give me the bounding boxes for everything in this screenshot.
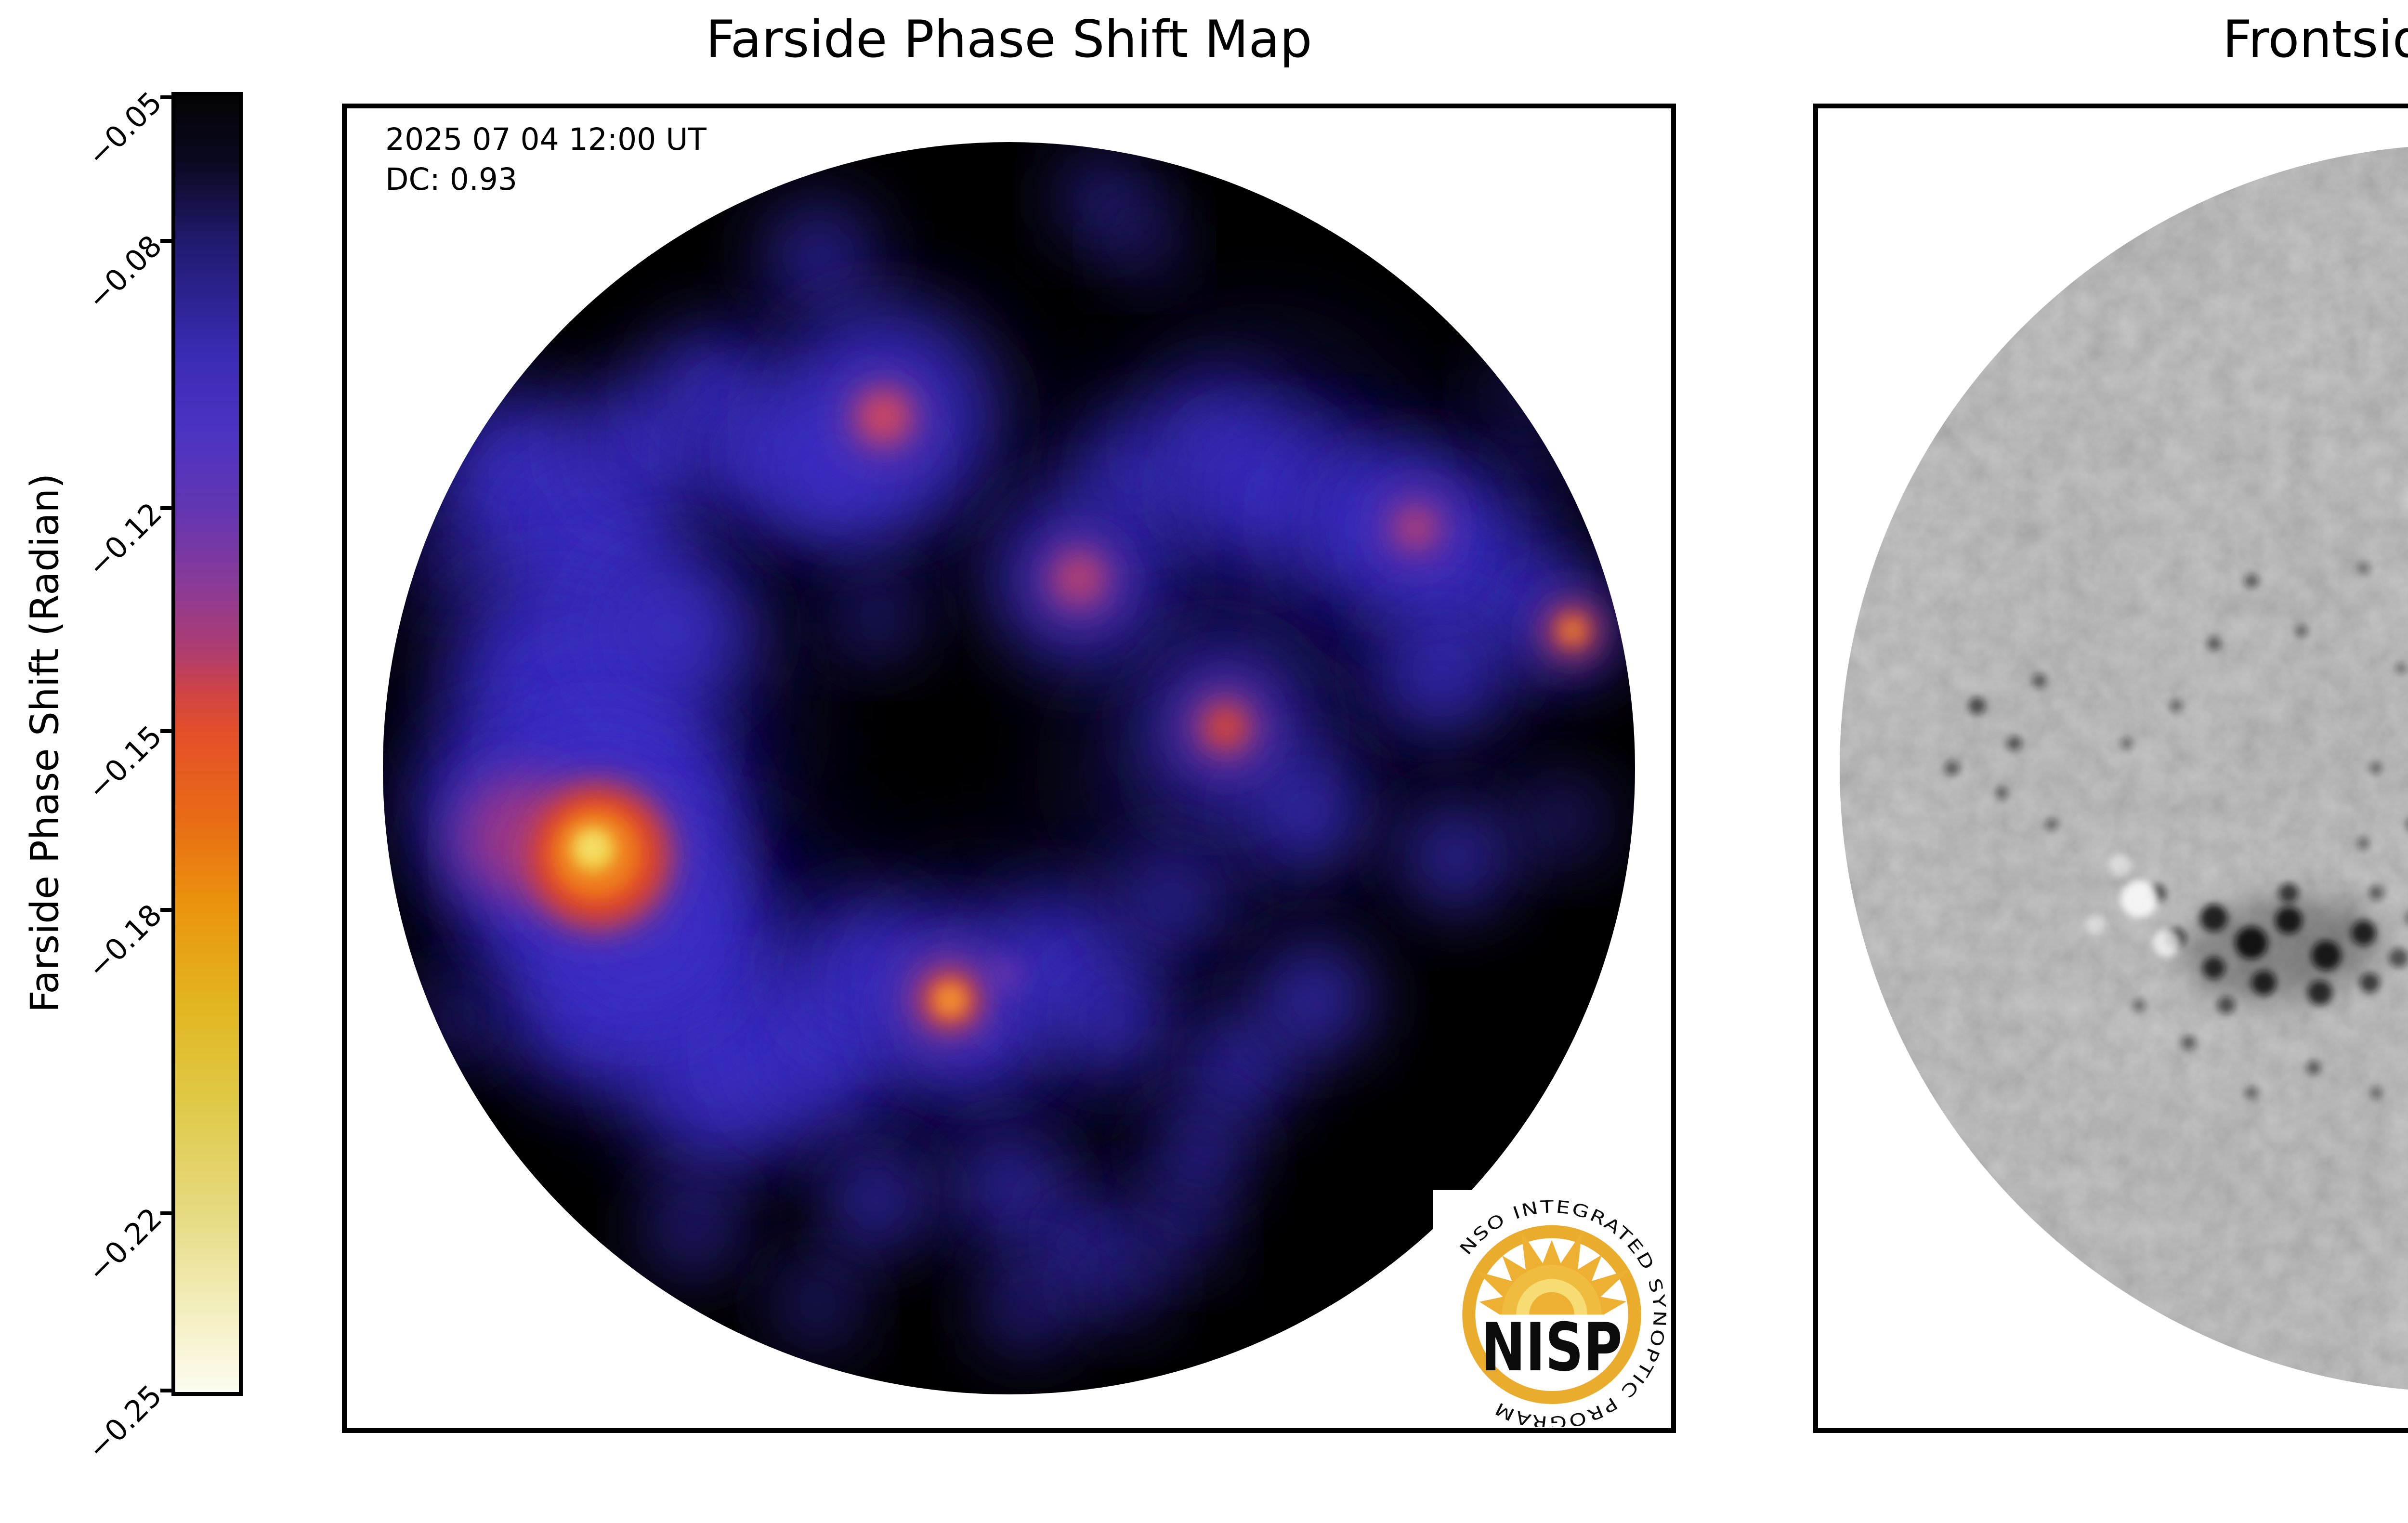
colorbar-tick-label: −0.25 [1, 1379, 169, 1523]
map-blob [1112, 210, 1177, 275]
magnetogram-negative-spot [1968, 697, 1986, 714]
map-blob [1114, 847, 1227, 960]
magnetogram-negative-spot [2311, 940, 2341, 970]
magnetogram-positive-spot [2357, 999, 2370, 1011]
magnetogram-negative-spot [2170, 700, 2183, 712]
figure: Farside Phase Shift (Radian) −0.05 −0.08−… [0, 0, 2408, 1523]
magnetogram-negative-spot [2279, 883, 2299, 903]
magnetogram-negative-spot [2307, 980, 2332, 1005]
colorbar-tick [160, 239, 173, 243]
map-blob [993, 960, 1020, 987]
farside-annotation: 2025 07 04 12:00 UT DC: 0.93 [385, 119, 707, 199]
map-blob [934, 984, 967, 1016]
magnetogram-negative-spot [2218, 997, 2235, 1014]
map-blob [984, 1260, 1072, 1348]
nisp-logo-graphic: NISPNSO INTEGRATED SYNOPTIC PROGRAM [1433, 1190, 1670, 1427]
magnetogram-positive-spot [2153, 929, 2180, 957]
map-blob [1564, 622, 1581, 639]
map-blob [1522, 779, 1602, 859]
colorbar-tick [160, 729, 173, 733]
map-blob [1399, 510, 1434, 545]
magnetogram-negative-spot [2389, 948, 2408, 968]
colorbar-tick [160, 95, 173, 99]
map-blob [825, 1150, 925, 1250]
magnetogram-negative-spot [2395, 662, 2408, 675]
map-blob [1155, 1108, 1243, 1195]
colorbar-tick [160, 1389, 173, 1392]
magnetogram-positive-spot [2206, 861, 2221, 876]
timestamp: 2025 07 04 12:00 UT [385, 119, 707, 159]
magnetogram-negative-spot [1945, 761, 1960, 775]
map-blob [1057, 555, 1102, 601]
map-blob [581, 836, 603, 858]
map-blob [1487, 359, 1562, 434]
map-blob [1382, 610, 1503, 731]
colorbar-axis-label: Farside Phase Shift (Radian) [9, 94, 81, 1392]
magnetogram-negative-spot [2007, 736, 2022, 751]
magnetogram-negative-spot [1996, 787, 2008, 800]
nisp-logo-left: NISP NSO INTEGRATED SYNOPTIC PROGRAM [1433, 1190, 1670, 1427]
map-blob [1086, 1248, 1161, 1323]
magnetogram-negative-spot [2120, 737, 2133, 749]
magnetogram-negative-spot [2370, 762, 2382, 775]
magnetogram-negative-spot [2357, 563, 2370, 575]
magnetogram-negative-spot [2251, 971, 2277, 996]
frontside-disk [1840, 144, 2408, 1392]
magnetogram-negative-spot [2306, 1060, 2321, 1075]
map-blob [1403, 803, 1508, 908]
farside-panel-title: Farside Phase Shift Map [342, 9, 1676, 70]
magnetogram-positive-spot [2269, 698, 2284, 713]
magnetogram-positive-spot [2085, 914, 2105, 934]
magnetogram-negative-spot [2235, 927, 2267, 959]
magnetogram-grain-fine [1840, 144, 2408, 1392]
map-blob [766, 203, 871, 308]
colorbar-gradient [175, 96, 239, 1392]
magnetogram-negative-spot [2032, 673, 2047, 688]
map-blob [408, 523, 483, 598]
magnetogram-negative-spot [2045, 818, 2058, 831]
map-blob [1143, 1190, 1218, 1265]
magnetogram-negative-spot [2182, 1035, 2197, 1050]
magnetogram-positive-spot [2120, 880, 2158, 918]
dc-value: DC: 0.93 [385, 159, 707, 199]
magnetogram-positive-spot [2394, 823, 2408, 838]
magnetogram-negative-spot [2370, 1086, 2382, 1099]
map-blob [589, 549, 752, 712]
map-blob [1061, 966, 1166, 1071]
map-blob [1507, 450, 1570, 513]
magnetogram-negative-spot [2245, 1086, 2258, 1099]
map-blob [859, 391, 909, 441]
magnetogram-positive-spot [2109, 854, 2132, 877]
magnetogram-positive-spot [2083, 825, 2095, 837]
map-blob [420, 981, 496, 1056]
colorbar-tick [160, 908, 173, 912]
magnetogram-negative-spot [2295, 625, 2307, 637]
magnetogram-negative-spot [2203, 957, 2225, 979]
map-blob [1205, 707, 1245, 747]
magnetogram-negative-spot [2360, 973, 2380, 993]
map-blob [1258, 942, 1371, 1055]
magnetogram-negative-spot [2369, 885, 2383, 900]
magnetogram-negative-spot [2133, 999, 2146, 1011]
colorbar-tick [160, 506, 173, 510]
colorbar [171, 92, 243, 1396]
map-blob [840, 580, 915, 656]
map-blob [780, 1267, 855, 1342]
magnetogram-negative-spot [2200, 904, 2228, 932]
map-blob [1251, 756, 1363, 868]
colorbar-axis-label-text: Farside Phase Shift (Radian) [23, 473, 67, 1013]
frontside-panel-title: Frontside Mag Map [1813, 9, 2408, 70]
magnetogram-negative-spot [2244, 574, 2259, 589]
logo-acronym: NISP [1481, 1309, 1622, 1386]
magnetogram-negative-spot [2275, 906, 2303, 934]
magnetogram-negative-spot [2357, 837, 2370, 849]
magnetogram-negative-spot [2351, 920, 2376, 945]
magnetogram-negative-spot [2206, 636, 2221, 651]
map-blob [650, 1184, 737, 1272]
colorbar-tick [160, 1211, 173, 1215]
